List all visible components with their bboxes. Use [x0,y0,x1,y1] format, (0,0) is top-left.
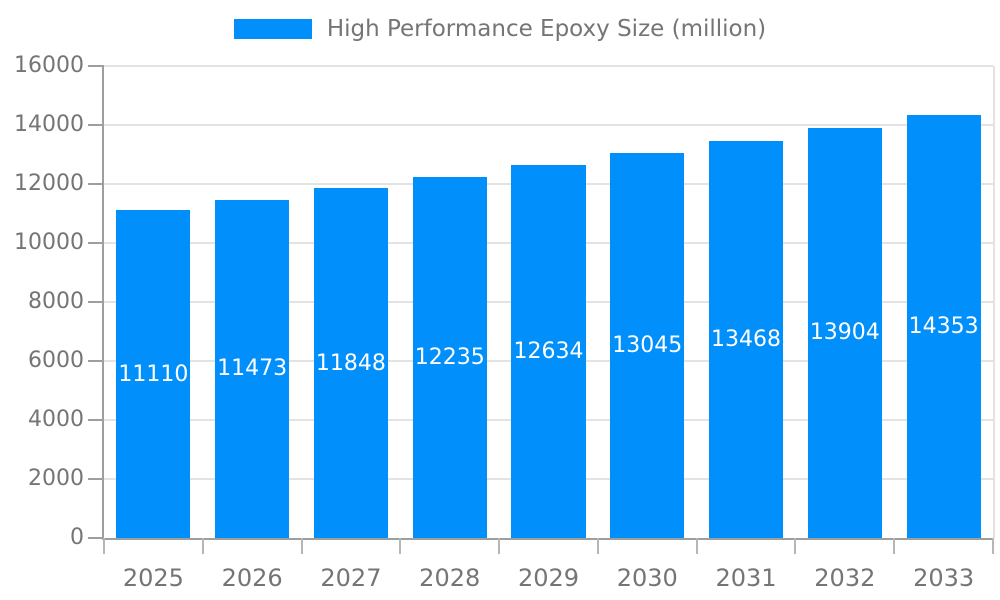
bar[interactable]: 13045 [610,153,685,538]
x-axis-tick [794,538,797,554]
bar-value-label: 12235 [414,345,485,371]
y-axis-tick [88,242,104,244]
bar-value-label: 13904 [809,320,880,346]
y-axis-tick [88,301,104,303]
x-axis-label: 2026 [221,564,283,592]
bar[interactable]: 12235 [412,177,487,538]
y-axis-label: 6000 [28,348,84,373]
bar-value-label: 14353 [908,313,979,339]
bar-value-label: 11848 [315,350,386,376]
x-axis-label: 2027 [320,564,382,592]
x-axis-line [102,538,993,540]
x-axis-label: 2029 [517,564,580,592]
y-axis-label: 2000 [28,466,84,491]
y-axis-tick [88,537,104,539]
y-axis-label: 0 [70,525,84,550]
gridline [104,65,993,67]
y-axis-tick [88,419,104,421]
y-axis-tick [88,360,104,362]
x-axis-tick [596,538,599,554]
y-axis-tick [88,183,104,185]
y-axis-label: 8000 [28,289,84,314]
x-axis-labels: 2025 2026 2027 2028 2029 2030 2031 2032 2033 [104,560,993,596]
gridline [104,124,993,126]
bar[interactable]: 12634 [511,165,586,538]
x-axis-tick [201,538,204,554]
bar[interactable]: 13904 [807,127,882,538]
x-axis-label: 2025 [122,564,184,592]
legend-label: High Performance Epoxy Size (million) [326,16,767,42]
y-axis-label: 16000 [14,53,84,78]
bar[interactable]: 14353 [906,114,981,538]
bar[interactable]: 13468 [709,140,784,538]
x-axis-tick [695,538,698,554]
plot-area: 11110 11473 11848 12235 12634 13045 13468 13904… [104,65,993,538]
x-axis-label: 2028 [419,564,481,592]
x-axis-tick [893,538,896,554]
x-axis-label: 2032 [814,564,876,592]
plot-border-right [993,66,995,538]
x-axis-label: 2031 [715,564,777,592]
x-axis-tick [103,538,105,554]
y-axis-tick [88,478,104,480]
y-axis-label: 10000 [14,230,84,255]
bar-value-label: 12634 [513,339,584,365]
legend-marker-icon [233,19,312,39]
bar-value-label: 13468 [711,326,782,352]
x-axis-tick [399,538,402,554]
bar-value-label: 13045 [612,333,683,359]
y-axis-label: 14000 [14,112,84,137]
legend: High Performance Epoxy Size (million) [0,16,1000,42]
x-axis-label: 2033 [913,564,975,592]
y-axis-tick [88,65,104,67]
y-axis-label: 12000 [14,171,84,196]
bar-value-label: 11473 [217,356,288,382]
bar[interactable]: 11848 [313,188,388,538]
x-axis-tick [300,538,303,554]
bar[interactable]: 11473 [215,199,290,538]
y-axis-tick [88,124,104,126]
x-axis-label: 2030 [616,564,678,592]
bar-value-label: 11110 [118,361,189,387]
x-axis-tick [498,538,501,554]
y-axis-label: 4000 [28,407,84,432]
legend-item[interactable]: High Performance Epoxy Size (million) [233,16,767,42]
x-axis-tick [992,538,994,554]
bar[interactable]: 11110 [116,210,191,538]
